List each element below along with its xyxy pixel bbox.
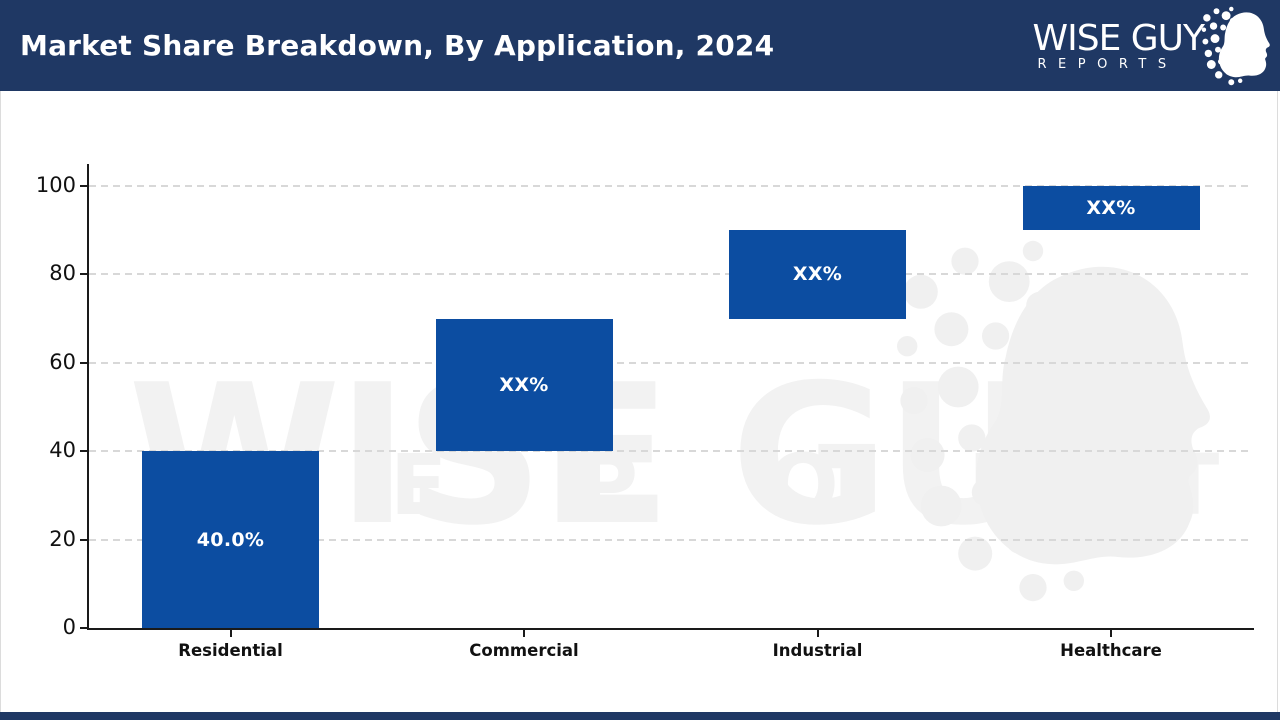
logo-wordmark: WISE GUY	[1032, 17, 1205, 59]
gridline-80	[89, 273, 1253, 276]
header: Market Share Breakdown, By Application, …	[0, 0, 1280, 91]
y-axis-tick-label: 20	[49, 526, 76, 551]
wise-guy-logo: WISE GUY REPORTS	[1033, 3, 1273, 89]
logo-subtitle: REPORTS	[1037, 56, 1178, 72]
bar-industrial: XX%	[729, 230, 906, 319]
watermark-face-icon	[897, 240, 1210, 602]
x-axis-category-label: Commercial	[469, 641, 579, 660]
footer-bar	[0, 712, 1280, 720]
y-axis-tick-label: 80	[49, 261, 76, 286]
x-axis-tick	[1110, 630, 1112, 637]
bar-residential: 40.0%	[142, 451, 319, 628]
y-axis-tick-label: 60	[49, 349, 76, 374]
y-axis-tick	[80, 185, 88, 187]
left-edge-border	[0, 91, 1, 712]
y-axis-tick-label: 40	[49, 438, 76, 463]
bar-commercial: XX%	[435, 318, 613, 452]
x-axis-tick	[523, 630, 525, 637]
x-axis-category-label: Industrial	[772, 641, 863, 660]
y-axis-tick	[80, 450, 88, 453]
y-axis-tick-label: 100	[35, 173, 76, 197]
gridline-100	[89, 185, 1253, 187]
logo-face-icon	[1201, 6, 1270, 85]
bar-value-label: XX%	[1086, 197, 1136, 220]
x-axis-category-label: Residential	[178, 641, 283, 660]
y-axis-tick	[80, 361, 88, 364]
bar-value-label: XX%	[792, 263, 843, 286]
y-axis-tick-label: 0	[62, 615, 76, 639]
x-axis-tick	[229, 630, 232, 637]
bar-healthcare: XX%	[1022, 186, 1200, 231]
gridline-20	[89, 538, 1253, 541]
page-title: Market Share Breakdown, By Application, …	[20, 29, 775, 62]
right-edge-border	[1277, 91, 1278, 712]
waterfall-chart: WISE GUY R E P O R T S 02040608010040.0%…	[0, 91, 1280, 712]
y-axis-tick	[80, 627, 88, 629]
gridline-40	[89, 450, 1253, 453]
x-axis-spine	[87, 628, 1254, 630]
bar-value-label: 40.0%	[196, 528, 265, 551]
x-axis-tick	[816, 630, 819, 637]
bar-value-label: XX%	[499, 373, 549, 396]
y-axis-spine	[87, 164, 89, 630]
y-axis-tick	[80, 538, 88, 541]
x-axis-category-label: Healthcare	[1060, 641, 1162, 660]
logo-text: WISE GUY REPORTS	[1032, 17, 1205, 72]
gridline-60	[89, 361, 1253, 364]
y-axis-tick	[80, 273, 88, 276]
